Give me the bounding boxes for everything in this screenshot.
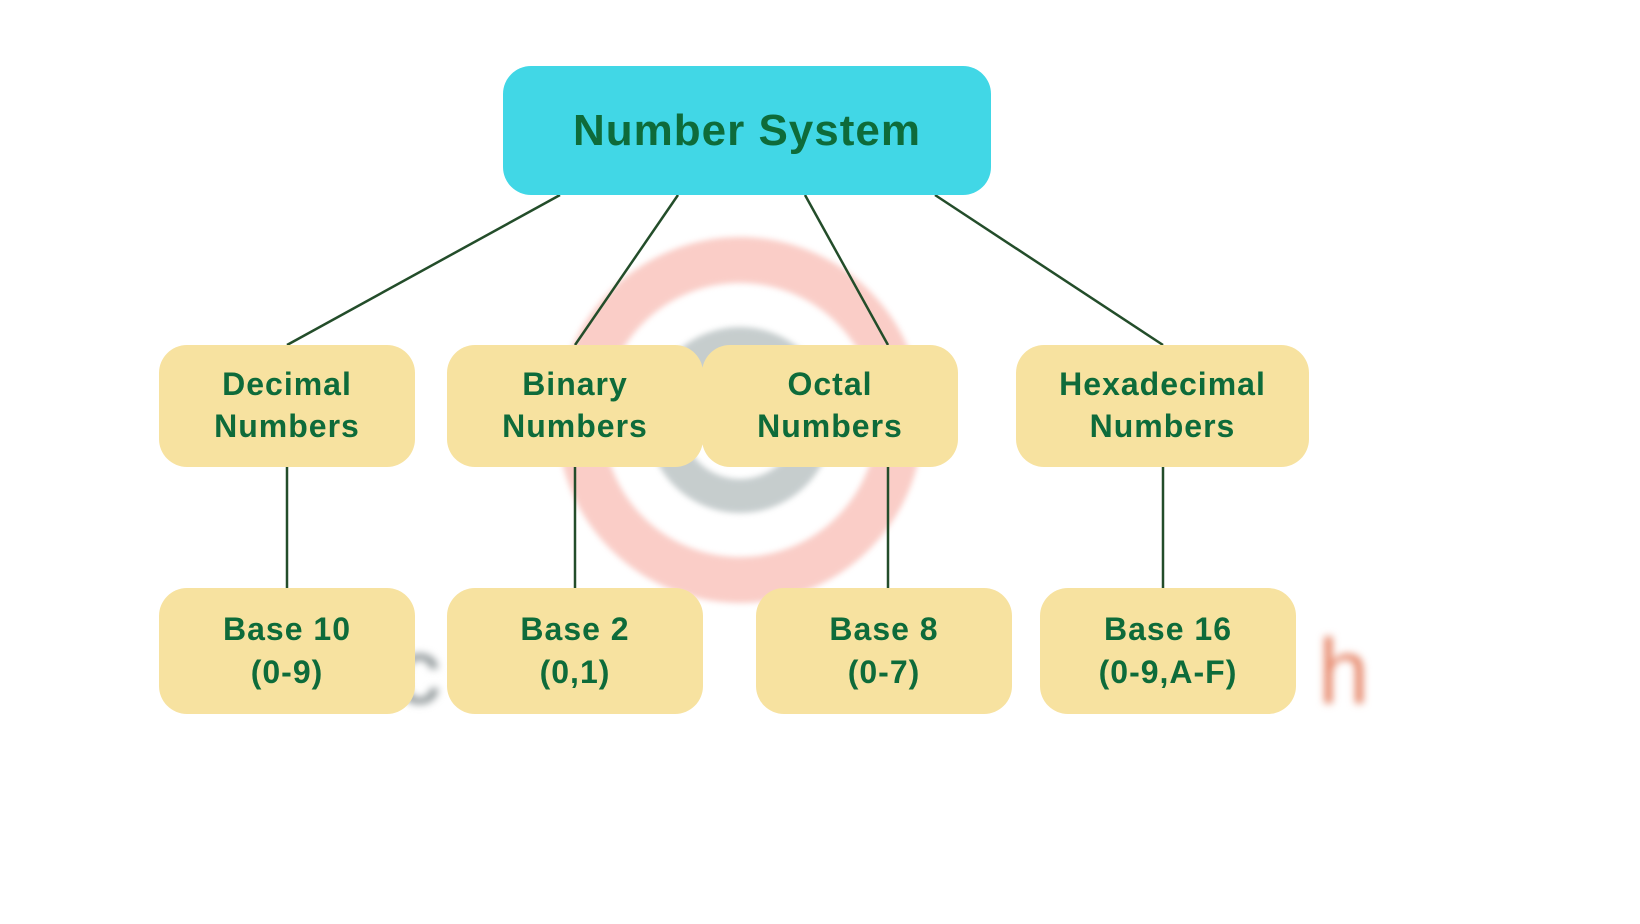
node-base2: Base 2 (0,1) xyxy=(447,588,703,714)
node-base10-line1: Base 10 xyxy=(223,608,351,651)
node-base8-line2: (0-7) xyxy=(829,651,938,694)
node-hexadecimal-line1: Hexadecimal xyxy=(1059,364,1266,406)
node-hexadecimal-line2: Numbers xyxy=(1059,406,1266,448)
node-base16-line1: Base 16 xyxy=(1099,608,1238,651)
node-base2-line1: Base 2 xyxy=(520,608,629,651)
node-base16-line2: (0-9,A-F) xyxy=(1099,651,1238,694)
node-hexadecimal: Hexadecimal Numbers xyxy=(1016,345,1309,467)
node-base10-line2: (0-9) xyxy=(223,651,351,694)
diagram-stage: c es h Number System Decimal Numbers Bin… xyxy=(0,0,1640,924)
node-decimal-line1: Decimal xyxy=(214,364,360,406)
node-binary-line2: Numbers xyxy=(502,406,648,448)
node-root: Number System xyxy=(503,66,991,195)
node-base10: Base 10 (0-9) xyxy=(159,588,415,714)
node-base16: Base 16 (0-9,A-F) xyxy=(1040,588,1296,714)
node-octal-line2: Numbers xyxy=(757,406,903,448)
node-octal: Octal Numbers xyxy=(702,345,958,467)
node-base8-line1: Base 8 xyxy=(829,608,938,651)
watermark-text-right: h xyxy=(1318,620,1369,725)
node-decimal-line2: Numbers xyxy=(214,406,360,448)
node-octal-line1: Octal xyxy=(757,364,903,406)
node-decimal: Decimal Numbers xyxy=(159,345,415,467)
node-base2-line2: (0,1) xyxy=(520,651,629,694)
node-binary: Binary Numbers xyxy=(447,345,703,467)
node-root-label: Number System xyxy=(573,106,921,156)
node-binary-line1: Binary xyxy=(502,364,648,406)
node-base8: Base 8 (0-7) xyxy=(756,588,1012,714)
